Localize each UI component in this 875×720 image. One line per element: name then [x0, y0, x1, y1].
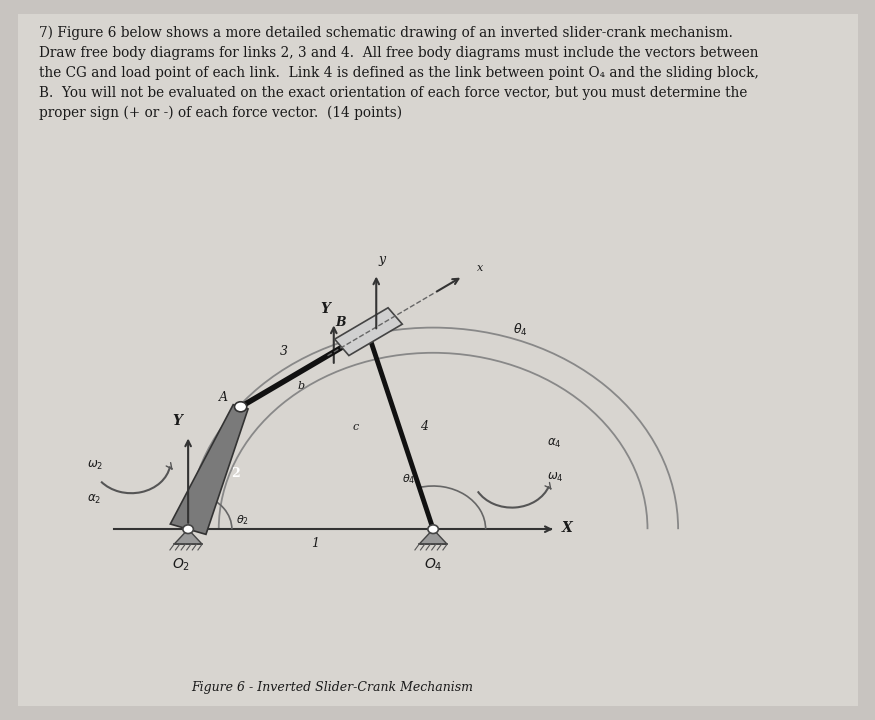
Text: Figure 6 - Inverted Slider-Crank Mechanism: Figure 6 - Inverted Slider-Crank Mechani… — [192, 681, 473, 694]
Text: Y: Y — [320, 302, 331, 316]
Polygon shape — [174, 529, 202, 544]
Polygon shape — [171, 405, 248, 534]
Text: $\omega_2$: $\omega_2$ — [88, 459, 104, 472]
Text: 7) Figure 6 below shows a more detailed schematic drawing of an inverted slider-: 7) Figure 6 below shows a more detailed … — [39, 25, 760, 120]
Text: 1: 1 — [311, 537, 318, 550]
Text: 4: 4 — [420, 420, 428, 433]
Text: b: b — [298, 381, 304, 391]
Text: $\theta_3$: $\theta_3$ — [373, 312, 388, 328]
Polygon shape — [419, 529, 447, 544]
Circle shape — [428, 525, 438, 534]
Text: X: X — [562, 521, 572, 535]
Text: $\omega_4$: $\omega_4$ — [547, 471, 564, 485]
Text: a: a — [210, 489, 217, 499]
Text: 2: 2 — [231, 467, 240, 480]
Text: $O_4$: $O_4$ — [424, 557, 443, 573]
Text: $O_2$: $O_2$ — [172, 557, 191, 573]
Text: $\theta_4$: $\theta_4$ — [402, 472, 416, 486]
Text: B: B — [335, 316, 346, 329]
Text: $\alpha_4$: $\alpha_4$ — [547, 437, 562, 451]
Text: $\theta_2$: $\theta_2$ — [236, 513, 249, 527]
Circle shape — [183, 525, 193, 534]
Text: Y: Y — [172, 414, 182, 428]
FancyBboxPatch shape — [18, 14, 858, 706]
Text: $\alpha_2$: $\alpha_2$ — [88, 492, 102, 506]
Text: A: A — [219, 391, 228, 404]
Text: 3: 3 — [280, 345, 288, 358]
Text: c: c — [352, 422, 359, 432]
Polygon shape — [334, 307, 402, 356]
Text: $\theta_4$: $\theta_4$ — [514, 322, 528, 338]
Text: y: y — [379, 253, 386, 266]
Circle shape — [234, 402, 247, 412]
Text: x: x — [477, 263, 483, 273]
